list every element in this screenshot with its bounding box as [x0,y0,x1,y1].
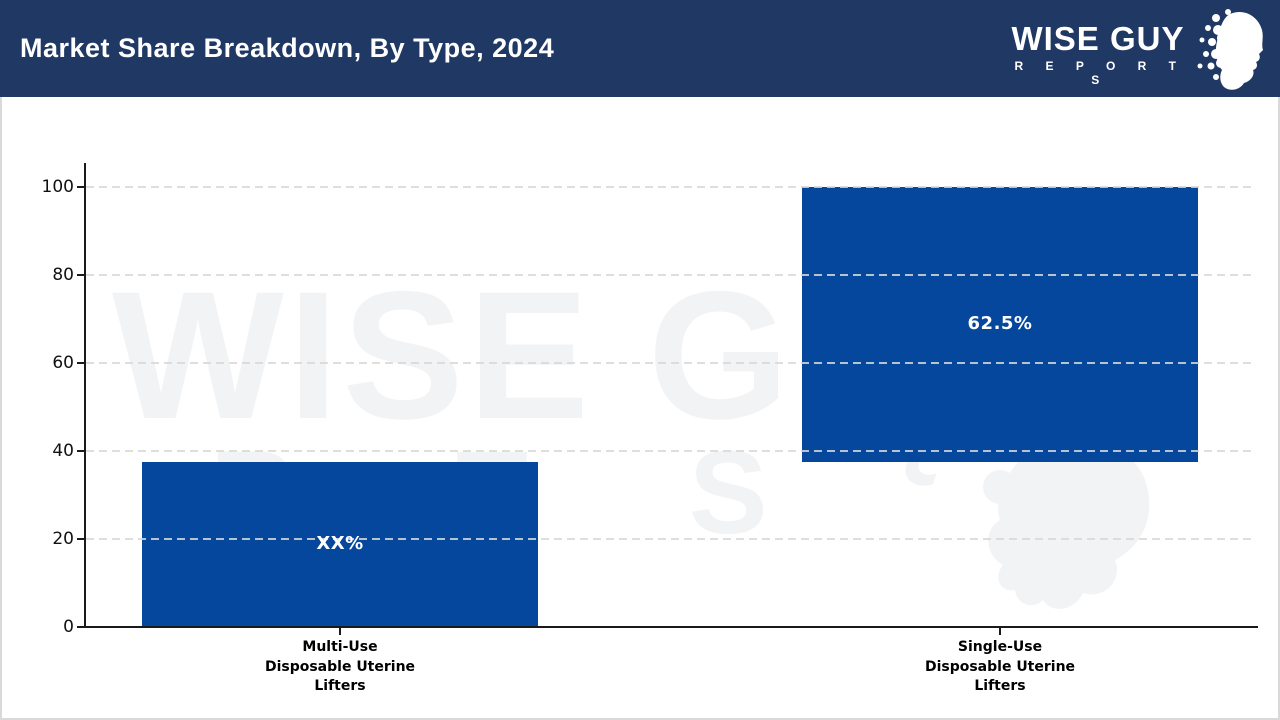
x-tick-1 [339,628,341,635]
brand-subtitle: R E P O R T S [1014,59,1186,87]
gridline-y-60 [86,362,1256,364]
x-tick-2 [999,628,1001,635]
x-axis-line [84,626,1258,628]
y-tick-40 [77,450,85,452]
face-profile-dots-icon [1186,6,1270,96]
gridline-y-20 [86,538,1256,540]
page-title: Market Share Breakdown, By Type, 2024 [20,33,555,63]
y-tick-label-80: 80 [52,265,74,285]
brand-logo: WISE GUY R E P O R T S [1002,0,1272,97]
bar-value-label-1: XX% [316,532,364,554]
brand-name: WISE GUY [1011,20,1185,57]
bar-value-label-2: 62.5% [967,312,1033,334]
y-tick-60 [77,362,85,364]
brand-logo-text: WISE GUY R E P O R T S [1002,20,1194,88]
header-band: Market Share Breakdown, By Type, 2024 WI… [0,0,1280,97]
bar-2 [802,187,1198,462]
y-tick-80 [77,274,85,276]
gridline-y-100 [86,186,1256,188]
x-category-label-1: Multi-Use Disposable Uterine Lifters [264,639,416,694]
y-axis-line [84,163,86,628]
gridline-y-80 [86,274,1256,276]
y-tick-0 [77,626,85,628]
y-tick-100 [77,186,85,188]
bar-1 [142,462,538,627]
bar-chart: 0 20 40 60 80 100 XX% Multi-Use Disposable Uter… [0,97,1280,720]
y-tick-label-100: 100 [41,177,74,197]
y-tick-label-60: 60 [52,353,74,373]
y-tick-label-40: 40 [52,441,74,461]
gridline-y-40 [86,450,1256,452]
y-tick-20 [77,538,85,540]
y-tick-label-0: 0 [63,617,74,637]
x-category-label-2: Single-Use Disposable Uterine Lifters [924,639,1076,694]
y-tick-label-20: 20 [52,529,74,549]
